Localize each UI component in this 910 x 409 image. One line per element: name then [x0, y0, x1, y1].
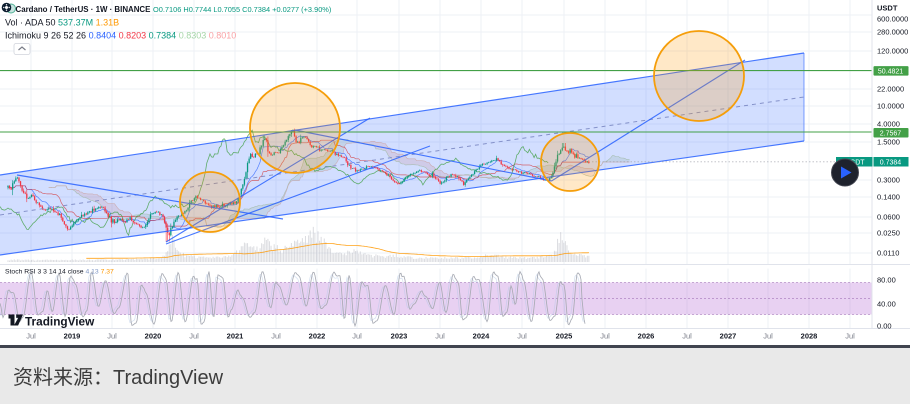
svg-text:Jul: Jul [763, 332, 773, 341]
svg-text:Jul: Jul [189, 332, 199, 341]
svg-text:2022: 2022 [309, 332, 326, 341]
svg-text:Jul: Jul [107, 332, 117, 341]
svg-text:Vol · ADA 50 537.37M 1.31B: Vol · ADA 50 537.37M 1.31B [5, 17, 119, 27]
svg-text:22.0000: 22.0000 [877, 85, 904, 94]
svg-text:2027: 2027 [720, 332, 737, 341]
svg-text:Jul: Jul [435, 332, 445, 341]
svg-text:O0.7106 H0.7744 L0.7055 C0.738: O0.7106 H0.7744 L0.7055 C0.7384 +0.0277 … [153, 5, 331, 14]
svg-text:80.00: 80.00 [877, 276, 896, 285]
svg-text:280.0000: 280.0000 [877, 28, 908, 37]
svg-text:0.0600: 0.0600 [877, 213, 900, 222]
svg-text:资料来源：TradingView: 资料来源：TradingView [13, 366, 224, 389]
svg-text:0.1400: 0.1400 [877, 193, 900, 202]
svg-text:0.0250: 0.0250 [877, 229, 900, 238]
svg-text:Jul: Jul [26, 332, 36, 341]
svg-text:40.00: 40.00 [877, 300, 896, 309]
svg-text:2026: 2026 [638, 332, 655, 341]
svg-text:4.0000: 4.0000 [877, 120, 900, 129]
svg-text:0.0110: 0.0110 [877, 249, 899, 258]
svg-text:Jul: Jul [845, 332, 855, 341]
svg-text:2025: 2025 [556, 332, 573, 341]
svg-text:Ichimoku 9 26 52 26 0.8404 0.8: Ichimoku 9 26 52 26 0.8404 0.8203 0.7384… [5, 31, 236, 41]
svg-text:Jul: Jul [271, 332, 281, 341]
svg-text:Stoch RSI 3 3 14 14 close 4.13: Stoch RSI 3 3 14 14 close 4.13 7.37 [5, 269, 114, 276]
svg-text:Jul: Jul [600, 332, 610, 341]
svg-text:600.0000: 600.0000 [877, 15, 908, 24]
svg-text:TradingView: TradingView [25, 315, 95, 329]
svg-text:Cardano / TetherUS · 1W · BINA: Cardano / TetherUS · 1W · BINANCE [16, 5, 151, 14]
svg-text:2019: 2019 [64, 332, 81, 341]
svg-text:2.7567: 2.7567 [880, 130, 902, 137]
svg-text:0.7384: 0.7384 [880, 159, 902, 166]
svg-text:120.0000: 120.0000 [877, 47, 908, 56]
svg-text:0.3000: 0.3000 [877, 176, 900, 185]
svg-text:Jul: Jul [352, 332, 362, 341]
svg-text:2020: 2020 [145, 332, 162, 341]
svg-text:1.5000: 1.5000 [877, 138, 900, 147]
svg-text:0.00: 0.00 [877, 322, 892, 331]
svg-text:2024: 2024 [473, 332, 491, 341]
svg-text:2028: 2028 [801, 332, 818, 341]
svg-text:Jul: Jul [517, 332, 527, 341]
svg-text:USDT: USDT [877, 4, 898, 13]
svg-text:Jul: Jul [682, 332, 692, 341]
svg-text:2023: 2023 [391, 332, 408, 341]
svg-text:10.0000: 10.0000 [877, 102, 904, 111]
svg-text:USDT: USDT [845, 159, 865, 166]
svg-text:50.4821: 50.4821 [878, 68, 903, 75]
svg-text:2021: 2021 [227, 332, 244, 341]
